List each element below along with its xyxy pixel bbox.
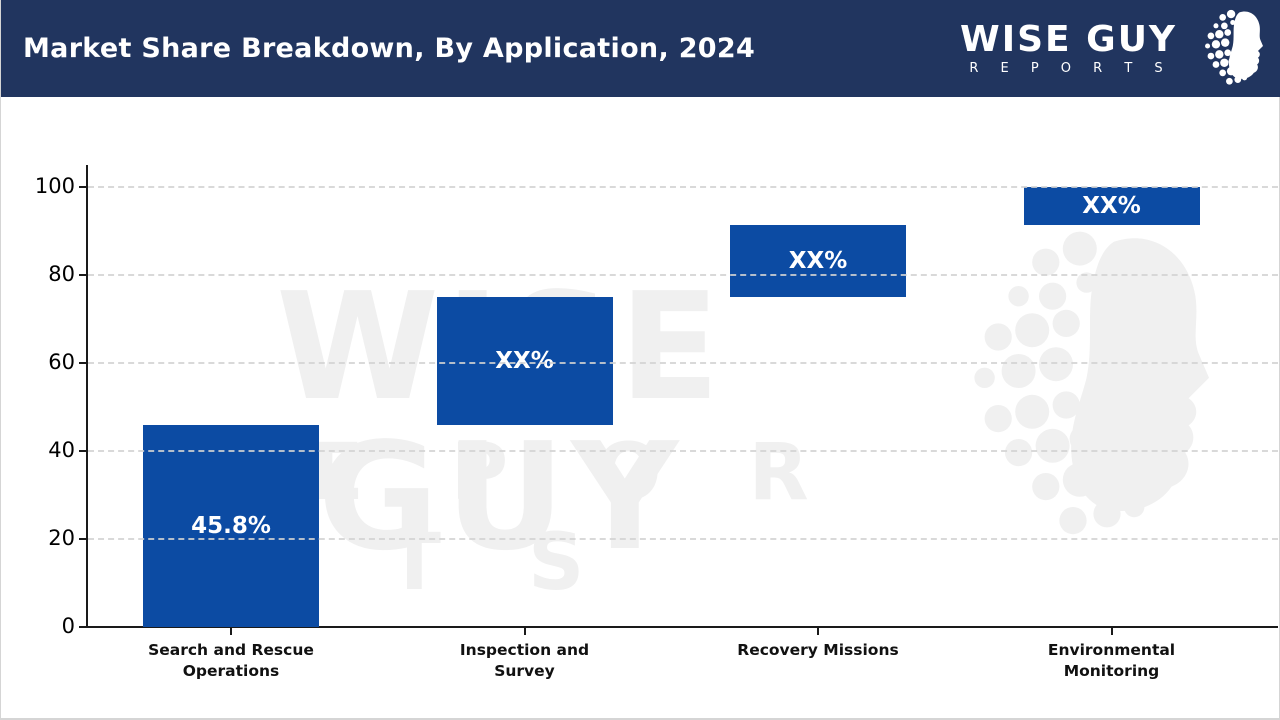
header-bar: Market Share Breakdown, By Application, … <box>1 0 1280 97</box>
bar-value-label: 45.8% <box>191 513 271 540</box>
brand-head-icon <box>1205 9 1263 85</box>
gridline-80 <box>88 274 1278 276</box>
brand-subname: R E P O R T S <box>969 60 1172 76</box>
gridline-100 <box>88 186 1278 188</box>
y-axis-tick-label: 100 <box>34 174 75 198</box>
x-axis-line <box>86 626 1278 628</box>
y-axis-tick-label: 60 <box>48 350 75 374</box>
x-axis-tick <box>230 628 232 635</box>
y-axis-tick-label: 0 <box>61 614 75 638</box>
waterfall-bar-3: XX% <box>730 224 906 297</box>
y-axis-line <box>86 165 88 628</box>
y-axis-tick <box>79 274 87 276</box>
x-axis-tick <box>817 628 819 635</box>
bar-value-label: XX% <box>495 348 554 375</box>
y-axis-tick <box>79 362 87 364</box>
y-axis-tick-label: 20 <box>48 526 75 550</box>
y-axis-tick <box>79 626 87 628</box>
x-axis-category-label: Search and Rescue Operations <box>148 641 314 680</box>
waterfall-bar-1: 45.8% <box>143 425 319 627</box>
bar-value-label: XX% <box>1082 192 1141 219</box>
x-axis-tick <box>1110 628 1113 635</box>
x-axis-category-label: Inspection and Survey <box>459 641 590 680</box>
bar-value-label: XX% <box>788 247 848 274</box>
gridline-40 <box>88 450 1278 452</box>
brand-logo: WISE GUY R E P O R T S <box>960 9 1263 88</box>
y-axis-tick-label: 80 <box>48 262 75 286</box>
brand-wordmark: WISE GUY R E P O R T S <box>959 18 1177 77</box>
y-axis-tick-label: 40 <box>48 438 75 462</box>
y-axis-tick <box>79 186 87 188</box>
x-axis-category-label: Environmental Monitoring <box>1047 641 1176 680</box>
x-axis-tick <box>523 628 526 635</box>
brand-name: WISE GUY <box>959 18 1177 60</box>
waterfall-bar-2: XX% <box>436 297 613 426</box>
gridline-60 <box>88 362 1278 364</box>
waterfall-bar-4: XX% <box>1023 187 1200 225</box>
x-axis-category-label: Recovery Missions <box>737 641 899 659</box>
y-axis-tick <box>79 538 87 540</box>
page-title: Market Share Breakdown, By Application, … <box>23 33 756 64</box>
gridline-20 <box>88 538 1278 540</box>
y-axis-tick <box>79 450 87 452</box>
